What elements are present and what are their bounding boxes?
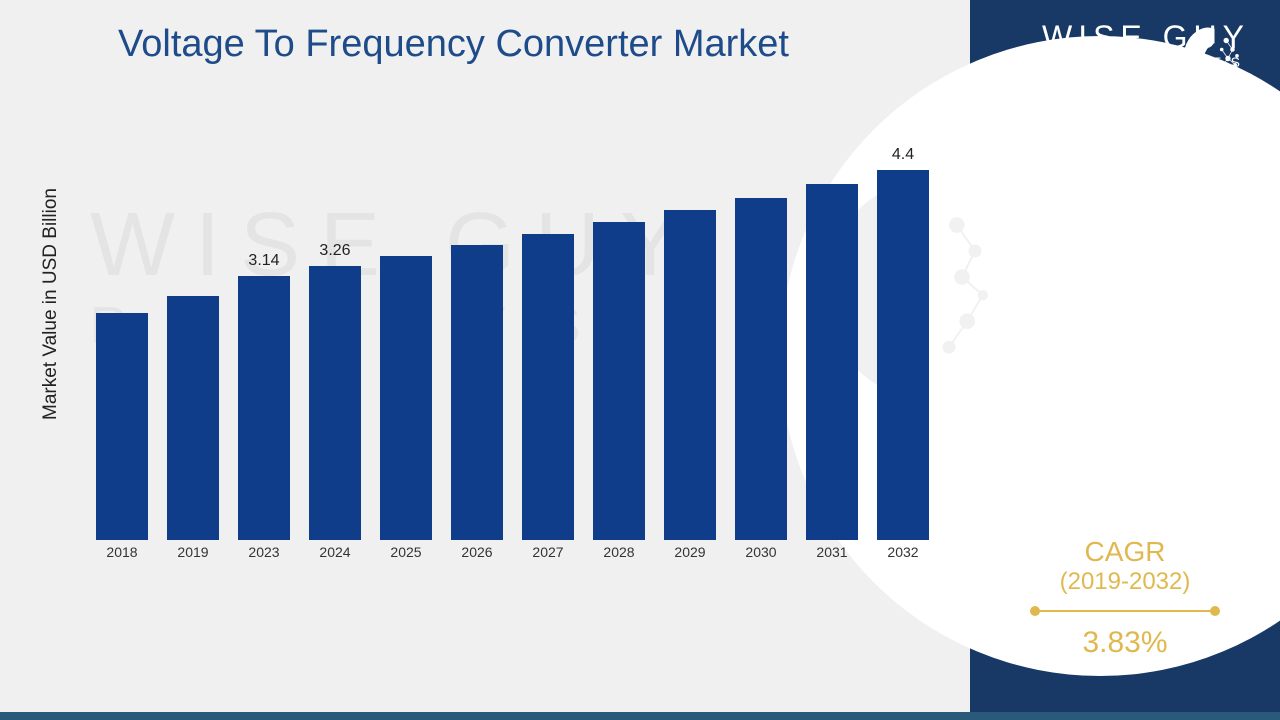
bar-chart: Market Value in USD Billion 3.143.264.4 … <box>60 140 940 580</box>
chart-title: Voltage To Frequency Converter Market <box>118 22 789 68</box>
logo-line2: REPORTS <box>1042 55 1250 70</box>
bar-group <box>522 210 574 540</box>
bar-group <box>664 186 716 540</box>
bar <box>806 184 858 540</box>
x-axis-tick-label: 2025 <box>380 544 432 560</box>
bar <box>167 296 219 540</box>
x-axis-tick-label: 2027 <box>522 544 574 560</box>
bar <box>380 256 432 540</box>
x-axis-tick-label: 2031 <box>806 544 858 560</box>
bar <box>877 170 929 540</box>
bar <box>96 313 148 540</box>
cagr-range: (2019-2032) <box>1000 568 1250 596</box>
bars-area: 3.14 3.26 4.4 <box>96 140 936 540</box>
bar <box>238 276 290 540</box>
bar <box>593 222 645 540</box>
bar-group <box>593 198 645 540</box>
bar-group: 4.4 <box>877 146 929 540</box>
bar <box>522 234 574 540</box>
bar-value-label: 4.4 <box>892 146 914 166</box>
x-axis-tick-label: 2028 <box>593 544 645 560</box>
y-axis-label: Market Value in USD Billion <box>40 188 62 420</box>
x-axis-tick-label: 2029 <box>664 544 716 560</box>
bar-value-label: 3.26 <box>319 242 350 262</box>
cagr-title: CAGR <box>1000 536 1250 568</box>
bar-group <box>735 174 787 540</box>
x-axis-tick-label: 2030 <box>735 544 787 560</box>
bar-group <box>167 272 219 540</box>
bar <box>309 266 361 540</box>
x-axis-tick-label: 2032 <box>877 544 929 560</box>
bar-group <box>806 160 858 540</box>
cagr-block: CAGR (2019-2032) 3.83% <box>1000 536 1250 660</box>
x-axis-tick-label: 2024 <box>309 544 361 560</box>
cagr-divider <box>1035 610 1215 612</box>
bar-group <box>96 289 148 540</box>
bar-group: 3.26 <box>309 242 361 540</box>
cagr-value: 3.83% <box>1000 626 1250 660</box>
x-axis-tick-label: 2023 <box>238 544 290 560</box>
bar <box>664 210 716 540</box>
bottom-accent-bar <box>0 712 1280 720</box>
x-axis-tick-label: 2019 <box>167 544 219 560</box>
bar <box>451 245 503 540</box>
brand-logo: WISE GUY REPORTS <box>1042 20 1250 71</box>
logo-line1: WISE GUY <box>1042 19 1250 55</box>
x-axis-tick-label: 2026 <box>451 544 503 560</box>
bar-group: 3.14 <box>238 252 290 540</box>
bar-group <box>380 232 432 540</box>
x-axis-tick-label: 2018 <box>96 544 148 560</box>
x-axis-labels: 2018 2019 2023 2024 2025 2026 2027 2028 2029 2030… <box>96 544 936 560</box>
bar-value-label: 3.14 <box>248 252 279 272</box>
bar <box>735 198 787 540</box>
bar-group <box>451 221 503 540</box>
